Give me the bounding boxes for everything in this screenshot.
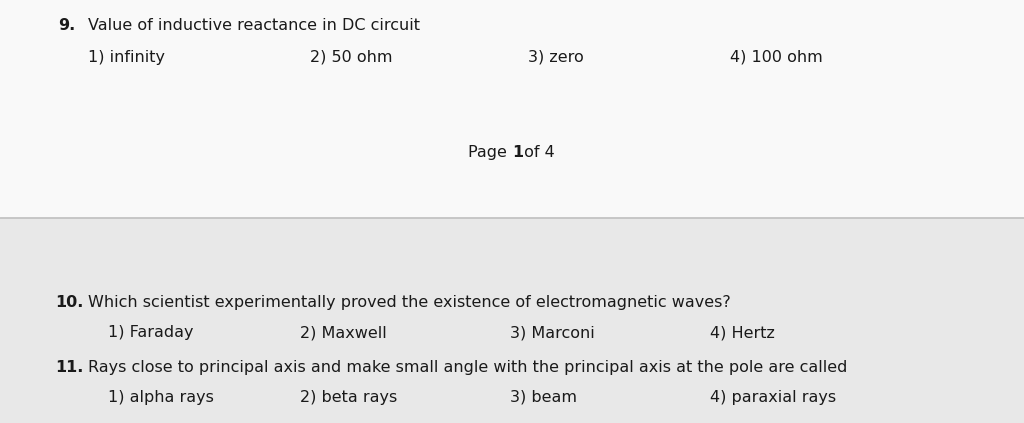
- Text: 2) 50 ohm: 2) 50 ohm: [310, 50, 392, 65]
- Text: 3) zero: 3) zero: [528, 50, 584, 65]
- Text: 4) paraxial rays: 4) paraxial rays: [710, 390, 837, 405]
- Text: Rays close to principal axis and make small angle with the principal axis at the: Rays close to principal axis and make sm…: [88, 360, 848, 375]
- Bar: [0, 218, 1024, 423]
- Text: Value of inductive reactance in DC circuit: Value of inductive reactance in DC circu…: [88, 18, 420, 33]
- Text: 1) alpha rays: 1) alpha rays: [108, 390, 214, 405]
- Text: 2) Maxwell: 2) Maxwell: [300, 325, 387, 340]
- Text: 10.: 10.: [55, 295, 83, 310]
- Text: 11.: 11.: [55, 360, 83, 375]
- Text: 3) Marconi: 3) Marconi: [510, 325, 595, 340]
- Text: 1) Faraday: 1) Faraday: [108, 325, 194, 340]
- Text: 3) beam: 3) beam: [510, 390, 577, 405]
- Text: 4) 100 ohm: 4) 100 ohm: [730, 50, 822, 65]
- Text: Page: Page: [468, 145, 512, 160]
- Bar: [0, 0, 1024, 218]
- Text: 2) beta rays: 2) beta rays: [300, 390, 397, 405]
- Text: 1: 1: [512, 145, 523, 160]
- Text: 4) Hertz: 4) Hertz: [710, 325, 775, 340]
- Text: Which scientist experimentally proved the existence of electromagnetic waves?: Which scientist experimentally proved th…: [88, 295, 731, 310]
- Text: 1) infinity: 1) infinity: [88, 50, 165, 65]
- Text: of 4: of 4: [519, 145, 555, 160]
- Text: 9.: 9.: [58, 18, 75, 33]
